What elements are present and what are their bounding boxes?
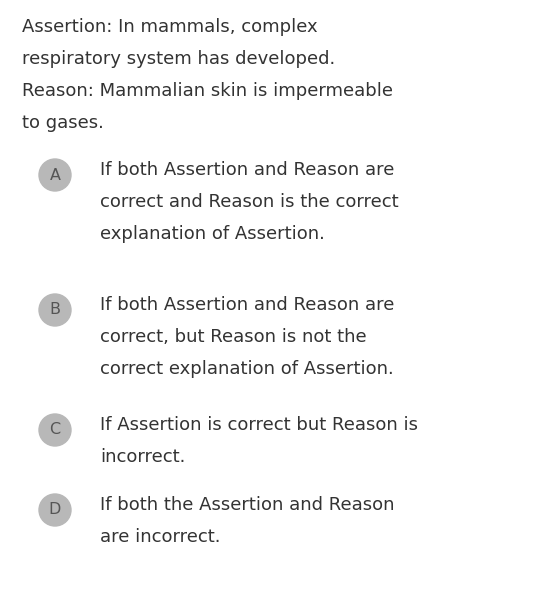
Text: Reason: Mammalian skin is impermeable: Reason: Mammalian skin is impermeable: [22, 82, 393, 100]
Circle shape: [39, 294, 71, 326]
Text: correct and Reason is the correct: correct and Reason is the correct: [100, 193, 398, 211]
Text: If both the Assertion and Reason: If both the Assertion and Reason: [100, 496, 395, 514]
Text: explanation of Assertion.: explanation of Assertion.: [100, 225, 325, 243]
Text: D: D: [49, 503, 61, 517]
Text: are incorrect.: are incorrect.: [100, 528, 221, 546]
Text: C: C: [50, 422, 60, 437]
Circle shape: [39, 159, 71, 191]
Text: respiratory system has developed.: respiratory system has developed.: [22, 50, 335, 68]
Text: A: A: [50, 167, 60, 182]
Text: If both Assertion and Reason are: If both Assertion and Reason are: [100, 296, 395, 314]
Text: incorrect.: incorrect.: [100, 448, 185, 466]
Text: B: B: [50, 302, 60, 317]
Circle shape: [39, 414, 71, 446]
Text: correct explanation of Assertion.: correct explanation of Assertion.: [100, 360, 394, 378]
Text: Assertion: In mammals, complex: Assertion: In mammals, complex: [22, 18, 318, 36]
Circle shape: [39, 494, 71, 526]
Text: If both Assertion and Reason are: If both Assertion and Reason are: [100, 161, 395, 179]
Text: to gases.: to gases.: [22, 114, 104, 132]
Text: If Assertion is correct but Reason is: If Assertion is correct but Reason is: [100, 416, 418, 434]
Text: correct, but Reason is not the: correct, but Reason is not the: [100, 328, 367, 346]
